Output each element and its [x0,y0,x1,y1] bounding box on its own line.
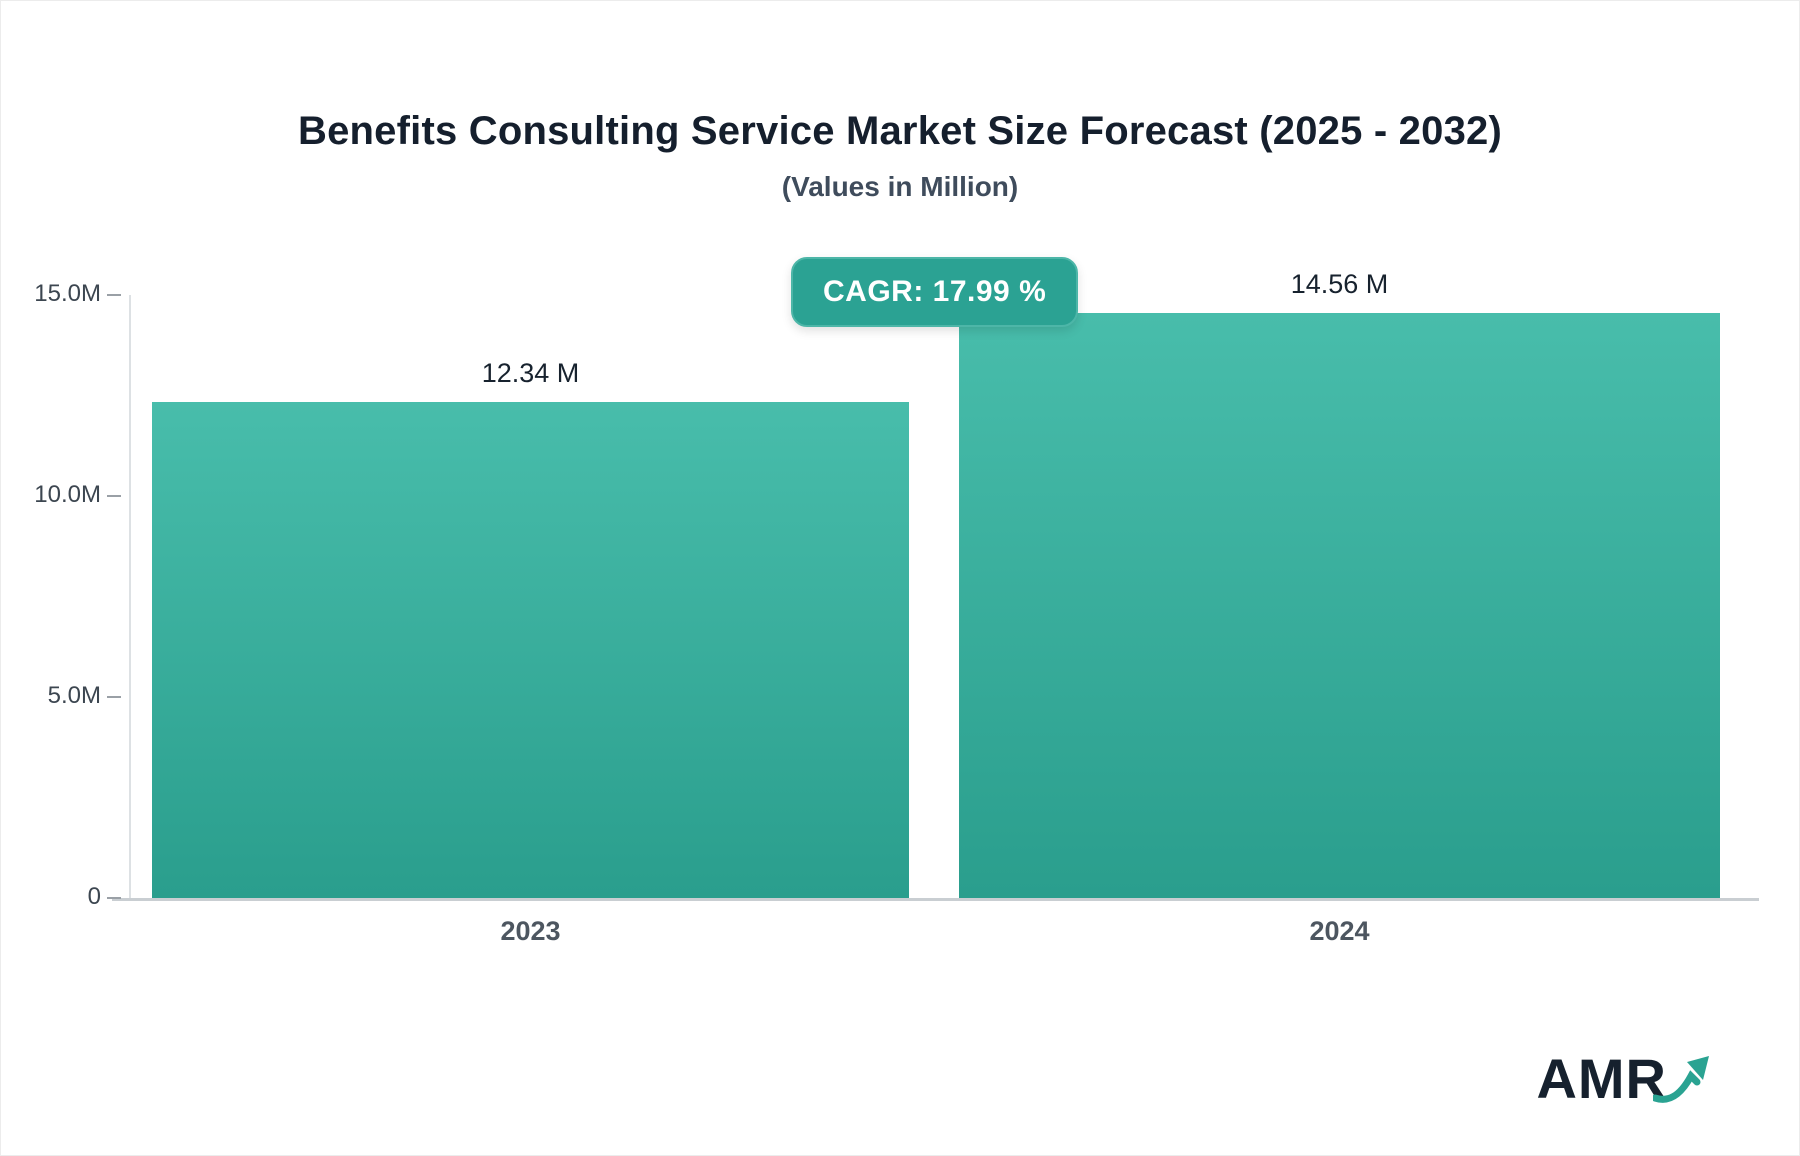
chart-subtitle: (Values in Million) [781,171,1019,202]
y-axis-tick-mark [107,897,121,899]
y-axis-tick-label: 15.0M [34,280,101,307]
bar [959,312,1720,898]
logo-text: AMR [1536,1047,1667,1110]
cagr-badge: CAGR: 17.99 % [791,257,1079,327]
bar-value-label: 14.56 M [1290,268,1389,299]
brand-logo: AMR [1536,1051,1711,1107]
x-axis-line [112,898,1759,901]
y-axis-tick-mark [107,696,121,698]
y-axis-tick-label: 10.0M [34,481,101,508]
y-axis-tick-mark [107,294,121,296]
x-axis-label: 2024 [1309,916,1370,946]
growth-arrow-icon [1653,1056,1709,1103]
y-axis-tick-mark [107,495,121,497]
x-axis-label: 2023 [500,916,561,946]
bar [152,401,909,898]
y-axis-tick-label: 5.0M [47,682,101,709]
y-axis-tick-label: 0 [87,883,101,910]
y-axis-line [129,295,131,898]
chart-title: Benefits Consulting Service Market Size … [298,109,1502,153]
bar-value-label: 12.34 M [481,357,580,388]
